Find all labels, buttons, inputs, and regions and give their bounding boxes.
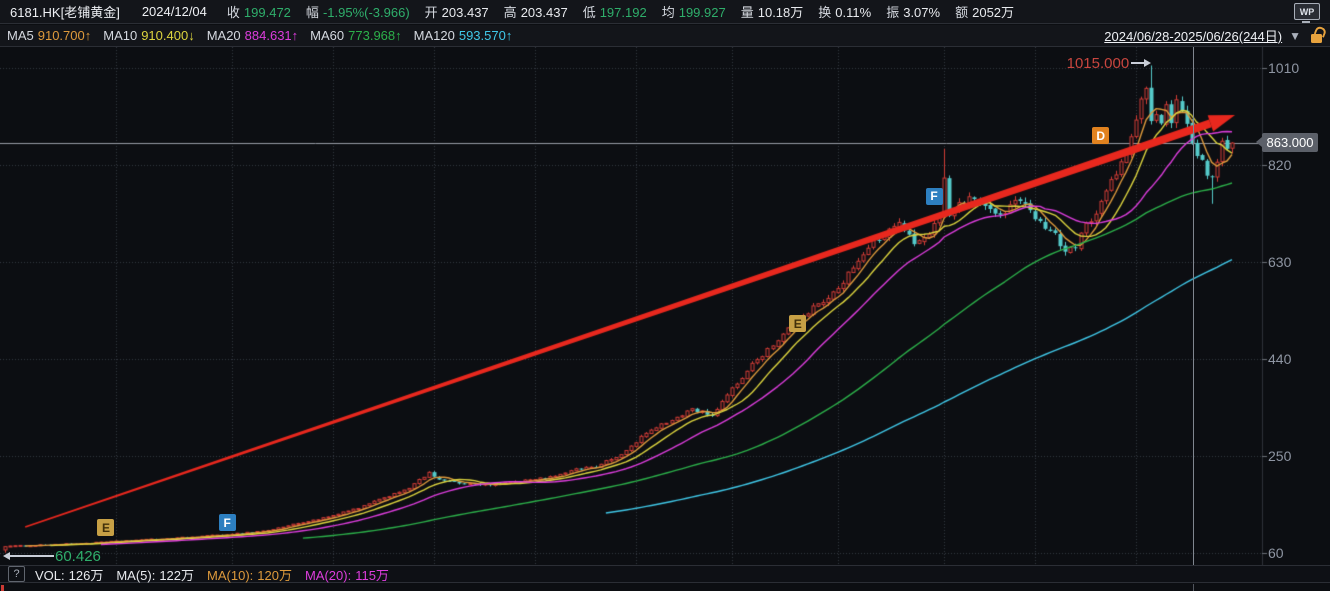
quote-field-value: 199.472 [243,5,291,20]
quote-field: 开 203.437 [425,5,489,20]
price-axis-tick: 60 [1268,544,1284,561]
ma-label: MA10 [103,28,138,43]
ma-value: 593.570↑ [458,28,513,43]
quote-field-value: 203.437 [520,5,568,20]
volume-field-label: VOL: [35,567,65,583]
quote-field-value: 197.192 [599,5,647,20]
ma-value: 773.968↑ [348,28,402,43]
period-high-arrowhead-icon [1144,59,1152,68]
event-marker-f[interactable]: F [218,514,236,532]
quote-field-value: 10.18万 [757,5,804,20]
quote-field-label: 开 [424,5,438,20]
quote-field-label: 收 [226,5,240,20]
event-marker-e[interactable]: E [789,315,807,333]
volume-legend-items: VOL: 126万 MA(5): 122万 MA(10): 120万 MA(20): 115万 [35,565,402,584]
volume-field-value: 122万 [159,567,195,583]
ma-legend-bar: MA5 910.700↑ MA10 910.400↓ MA20 884.631↑ MA60 7… [0,25,1330,47]
date-range-label[interactable]: 2024/06/28-2025/06/26(244日) [1104,29,1283,44]
quote-field: 高 203.437 [504,5,568,20]
quote-field: 振 3.07% [886,5,940,20]
price-axis-tick: 250 [1268,447,1292,464]
symbol-name: 6181.HK[老铺黄金] [10,5,120,20]
ma-legend-items: MA5 910.700↑ MA10 910.400↓ MA20 884.631↑ MA60 7… [7,28,524,43]
quote-field-value: 199.927 [678,5,726,20]
volume-legend-bar: ? VOL: 126万 MA(5): 122万 MA(10): 120万 MA(20): 11… [0,565,1330,583]
event-marker-e[interactable]: E [97,519,115,537]
volume-field-label: MA(20): [304,567,352,583]
volume-field-label: MA(5): [116,567,156,583]
quote-field: 均 199.927 [662,5,726,20]
period-low-arrowhead-icon [3,551,10,560]
ma-legend-item: MA20 884.631↑ [207,28,298,43]
volume-field-value: 126万 [68,567,104,583]
volume-bar [1,585,4,591]
period-high-arrow [1131,62,1146,65]
price-axis-tick: 630 [1268,253,1292,270]
quote-field-value: -1.95%(-3.966) [322,5,410,20]
price-axis-tick: 1010 [1268,60,1300,76]
ma-value: 884.631↑ [244,28,299,43]
volume-field: MA(10): 120万 [207,568,292,583]
ma-legend-item: MA5 910.700↑ [7,28,91,43]
event-marker-d[interactable]: D [1092,127,1110,145]
quote-field-label: 幅 [305,5,319,20]
quote-field: 低 197.192 [583,5,647,20]
quote-field-label: 额 [955,5,969,20]
volume-pane-strip[interactable] [0,584,1330,591]
wp-monitor-icon[interactable]: WP [1294,3,1320,23]
quote-field-label: 低 [582,5,596,20]
ma-legend-item: MA10 910.400↓ [103,28,194,43]
main-chart-pane: 1010 820 630 440 250 60 E F E F D 1015.000 60.426… [0,47,1330,565]
ma-label: MA60 [310,28,345,43]
ma-label: MA20 [206,28,241,43]
quote-field-label: 换 [818,5,832,20]
volume-field-value: 120万 [257,567,292,583]
quote-fields: 收 199.472 幅 -1.95%(-3.966) 开 203.437 高 203.437 低… [227,2,1029,21]
volume-field: MA(20): 115万 [305,568,389,583]
date-divider-line-volume [1193,584,1194,591]
quote-field: 幅 -1.95%(-3.966) [306,5,410,20]
period-low-label: 60.426 [55,547,101,565]
header-bar: 6181.HK[老铺黄金] 2024/12/04 收 199.472 幅 -1.95%… [0,0,1330,24]
volume-field: VOL: 126万 [35,568,103,583]
price-axis-tick: 820 [1268,156,1292,173]
quote-date: 2024/12/04 [141,4,207,19]
help-icon[interactable]: ? [8,566,25,582]
quote-field-value: 3.07% [903,5,941,20]
unlock-icon[interactable] [1311,33,1322,43]
volume-field-value: 115万 [355,567,389,583]
quote-field-value: 2052万 [972,5,1015,20]
period-high-label: 1015.000 [1066,55,1130,73]
chevron-down-icon[interactable]: ▼ [1289,28,1301,43]
period-low-arrow [8,554,54,557]
quote-field-value: 203.437 [441,5,489,20]
quote-field-label: 振 [886,5,900,20]
volume-field: MA(5): 122万 [116,568,194,583]
ma-legend-item: MA60 773.968↑ [310,28,401,43]
ma-value: 910.700↑ [37,28,92,43]
event-marker-f[interactable]: F [925,187,943,205]
last-price-badge: 863.000 [1256,133,1318,153]
candlestick-chart-canvas[interactable] [0,47,1330,565]
quote-field-label: 均 [661,5,675,20]
ma-label: MA120 [413,28,455,43]
quote-field-value: 0.11% [835,5,872,20]
quote-field: 换 0.11% [818,5,871,20]
quote-field-label: 量 [740,5,754,20]
range-selector: 2024/06/28-2025/06/26(244日) ▼ [1104,26,1322,45]
price-axis-tick: 440 [1268,350,1292,367]
date-divider-line [1193,47,1194,565]
quote-field: 收 199.472 [227,5,291,20]
volume-field-label: MA(10): [207,567,254,583]
ma-label: MA5 [7,28,34,43]
quote-field-label: 高 [503,5,517,20]
ma-legend-item: MA120 593.570↑ [414,28,513,43]
quote-field: 额 2052万 [955,5,1014,20]
ma-value: 910.400↓ [141,28,195,43]
quote-field: 量 10.18万 [741,5,804,20]
